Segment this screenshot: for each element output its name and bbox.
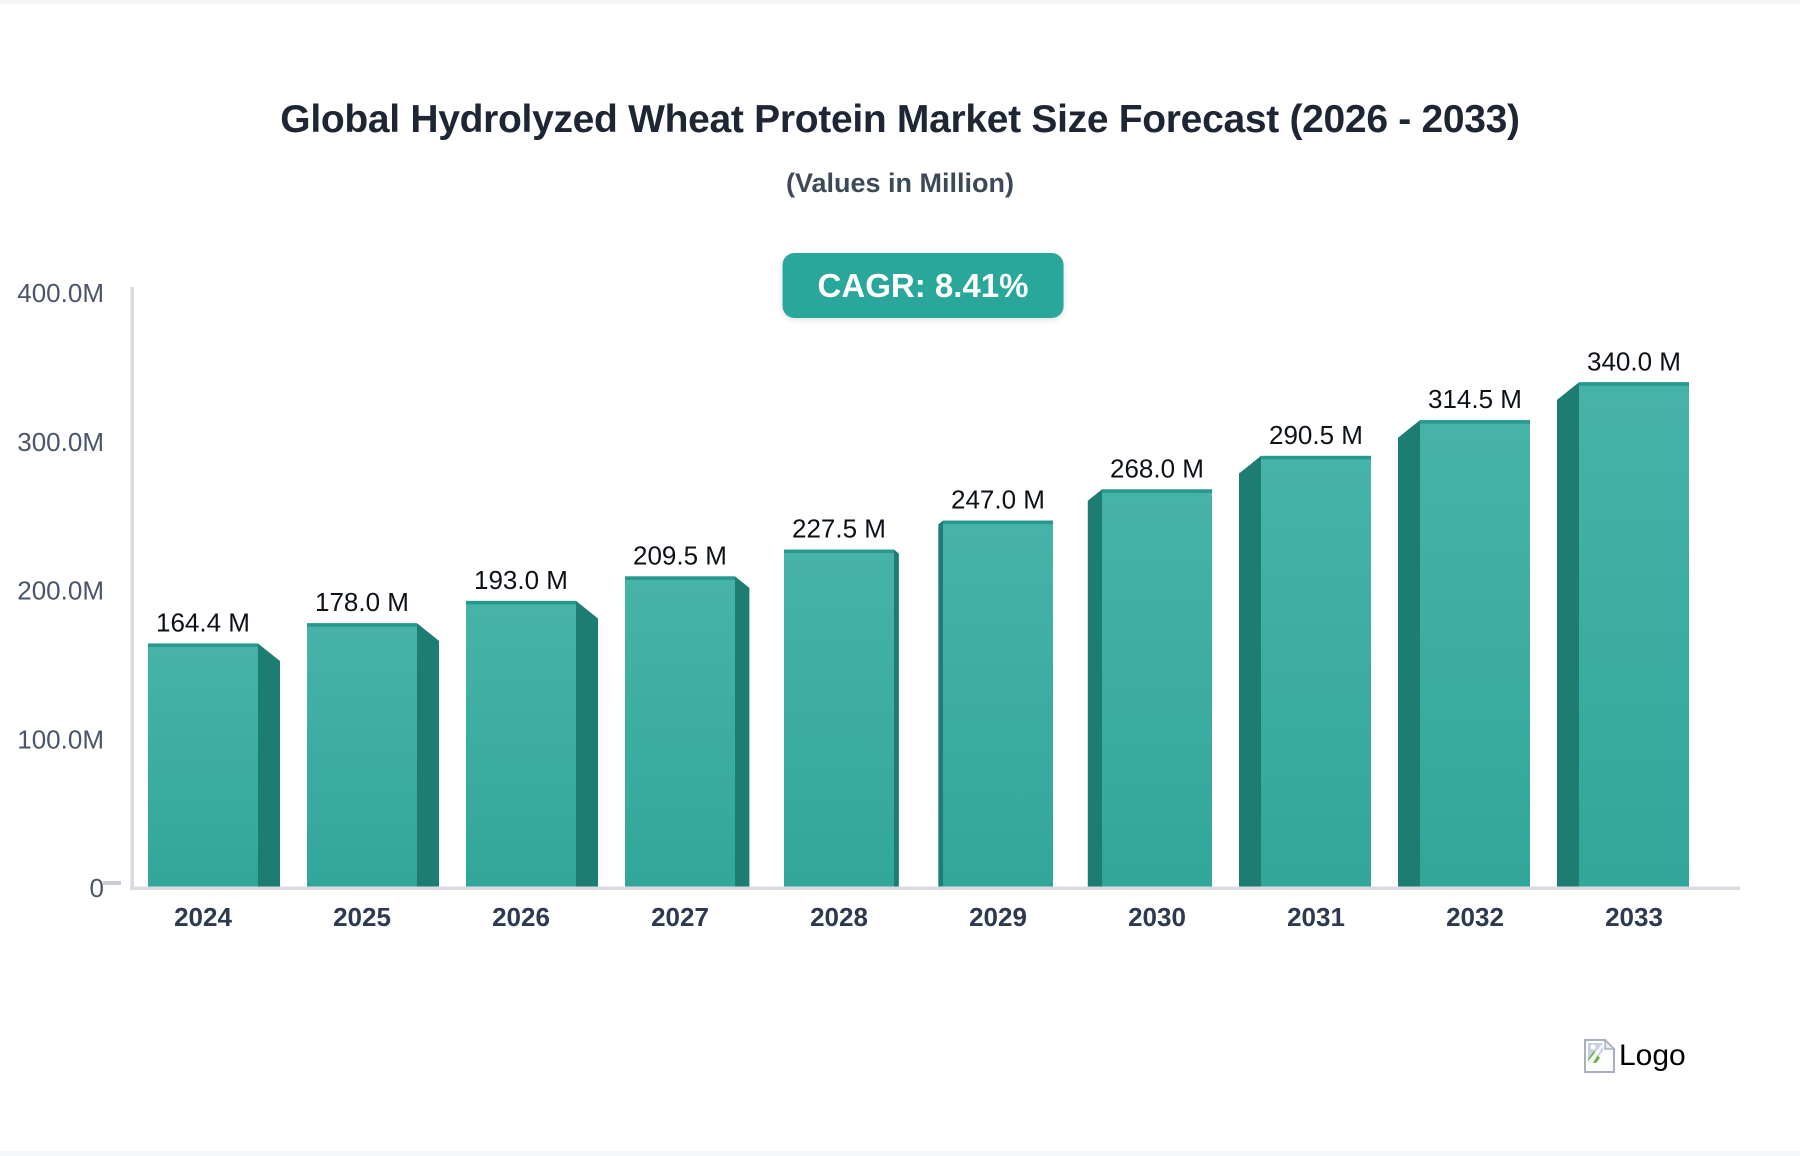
x-tick-label: 2029 — [969, 902, 1027, 932]
x-tick-label: 2030 — [1128, 902, 1186, 932]
bar — [307, 623, 417, 888]
y-tick-label: 100.0M — [17, 724, 104, 754]
bar-top-edge — [307, 623, 417, 627]
chart-title: Global Hydrolyzed Wheat Protein Market S… — [280, 98, 1520, 141]
bar-value-label: 268.0 M — [1110, 453, 1204, 483]
bar-side-face — [1087, 489, 1102, 888]
bar — [1102, 489, 1212, 888]
x-tick-label: 2028 — [810, 902, 868, 932]
x-tick-label: 2033 — [1605, 902, 1663, 932]
bar-side-face — [258, 643, 280, 888]
bar — [148, 643, 258, 888]
bar-value-label: 209.5 M — [633, 540, 727, 570]
bar-top-edge — [784, 549, 894, 554]
bar-top-edge — [148, 643, 258, 647]
bar-value-label: 290.5 M — [1269, 420, 1363, 450]
bar — [784, 549, 894, 888]
y-axis-line — [130, 287, 134, 889]
bar — [1420, 420, 1530, 888]
bar-top-edge — [943, 520, 1053, 525]
cagr-badge: CAGR: 8.41% — [782, 253, 1064, 318]
bar-top-edge — [1420, 420, 1530, 424]
bar-side-face — [576, 600, 598, 888]
chart-subtitle: (Values in Million) — [785, 168, 1015, 198]
bar-top-edge — [1261, 455, 1371, 460]
logo-alt-text: Logo — [1619, 1039, 1686, 1072]
x-tick-label: 2031 — [1287, 902, 1345, 932]
x-tick-label: 2024 — [174, 902, 232, 932]
x-axis-line — [130, 886, 1740, 890]
y-tick-label: 0 — [90, 873, 104, 903]
page-bottom-border — [0, 1151, 1800, 1156]
bar — [1579, 382, 1689, 888]
broken-image-icon — [1584, 1038, 1616, 1073]
bar-top-edge — [1579, 382, 1689, 386]
x-tick-label: 2026 — [492, 902, 550, 932]
bar-side-face — [938, 520, 943, 888]
bar-side-face — [1557, 382, 1579, 888]
x-tick-label: 2027 — [651, 902, 709, 932]
y-tick-label: 400.0M — [17, 278, 104, 308]
bar — [466, 600, 576, 888]
bar-value-label: 164.4 M — [156, 607, 250, 637]
bar-value-label: 193.0 M — [474, 565, 568, 595]
bar-top-edge — [1102, 489, 1212, 493]
bar-top-edge — [625, 576, 735, 580]
bar-value-label: 340.0 M — [1587, 346, 1681, 376]
bar-value-label: 178.0 M — [315, 587, 409, 617]
page-top-border — [0, 0, 1800, 4]
bar-side-face — [1239, 455, 1261, 888]
x-tick-label: 2025 — [333, 902, 391, 932]
bar-value-label: 247.0 M — [951, 485, 1045, 515]
bar-top-edge — [466, 600, 576, 605]
x-tick-label: 2032 — [1446, 902, 1504, 932]
bar — [625, 576, 735, 888]
y-tick-label: 300.0M — [17, 427, 104, 457]
bar-side-face — [417, 623, 439, 888]
bar-side-face — [894, 549, 899, 888]
bar-value-label: 314.5 M — [1428, 384, 1522, 414]
logo: Logo — [1583, 1038, 1686, 1074]
y-tick-label: 200.0M — [17, 576, 104, 606]
bar — [1261, 455, 1371, 888]
bar-side-face — [735, 576, 750, 888]
bar-chart: 400.0M 300.0M 200.0M 100.0M 0 164.4 M 2024 178.… — [17, 278, 1740, 932]
zero-tick-dash — [103, 881, 121, 885]
bar — [943, 520, 1053, 888]
bar-side-face — [1398, 420, 1420, 888]
bar-value-label: 227.5 M — [792, 514, 886, 544]
